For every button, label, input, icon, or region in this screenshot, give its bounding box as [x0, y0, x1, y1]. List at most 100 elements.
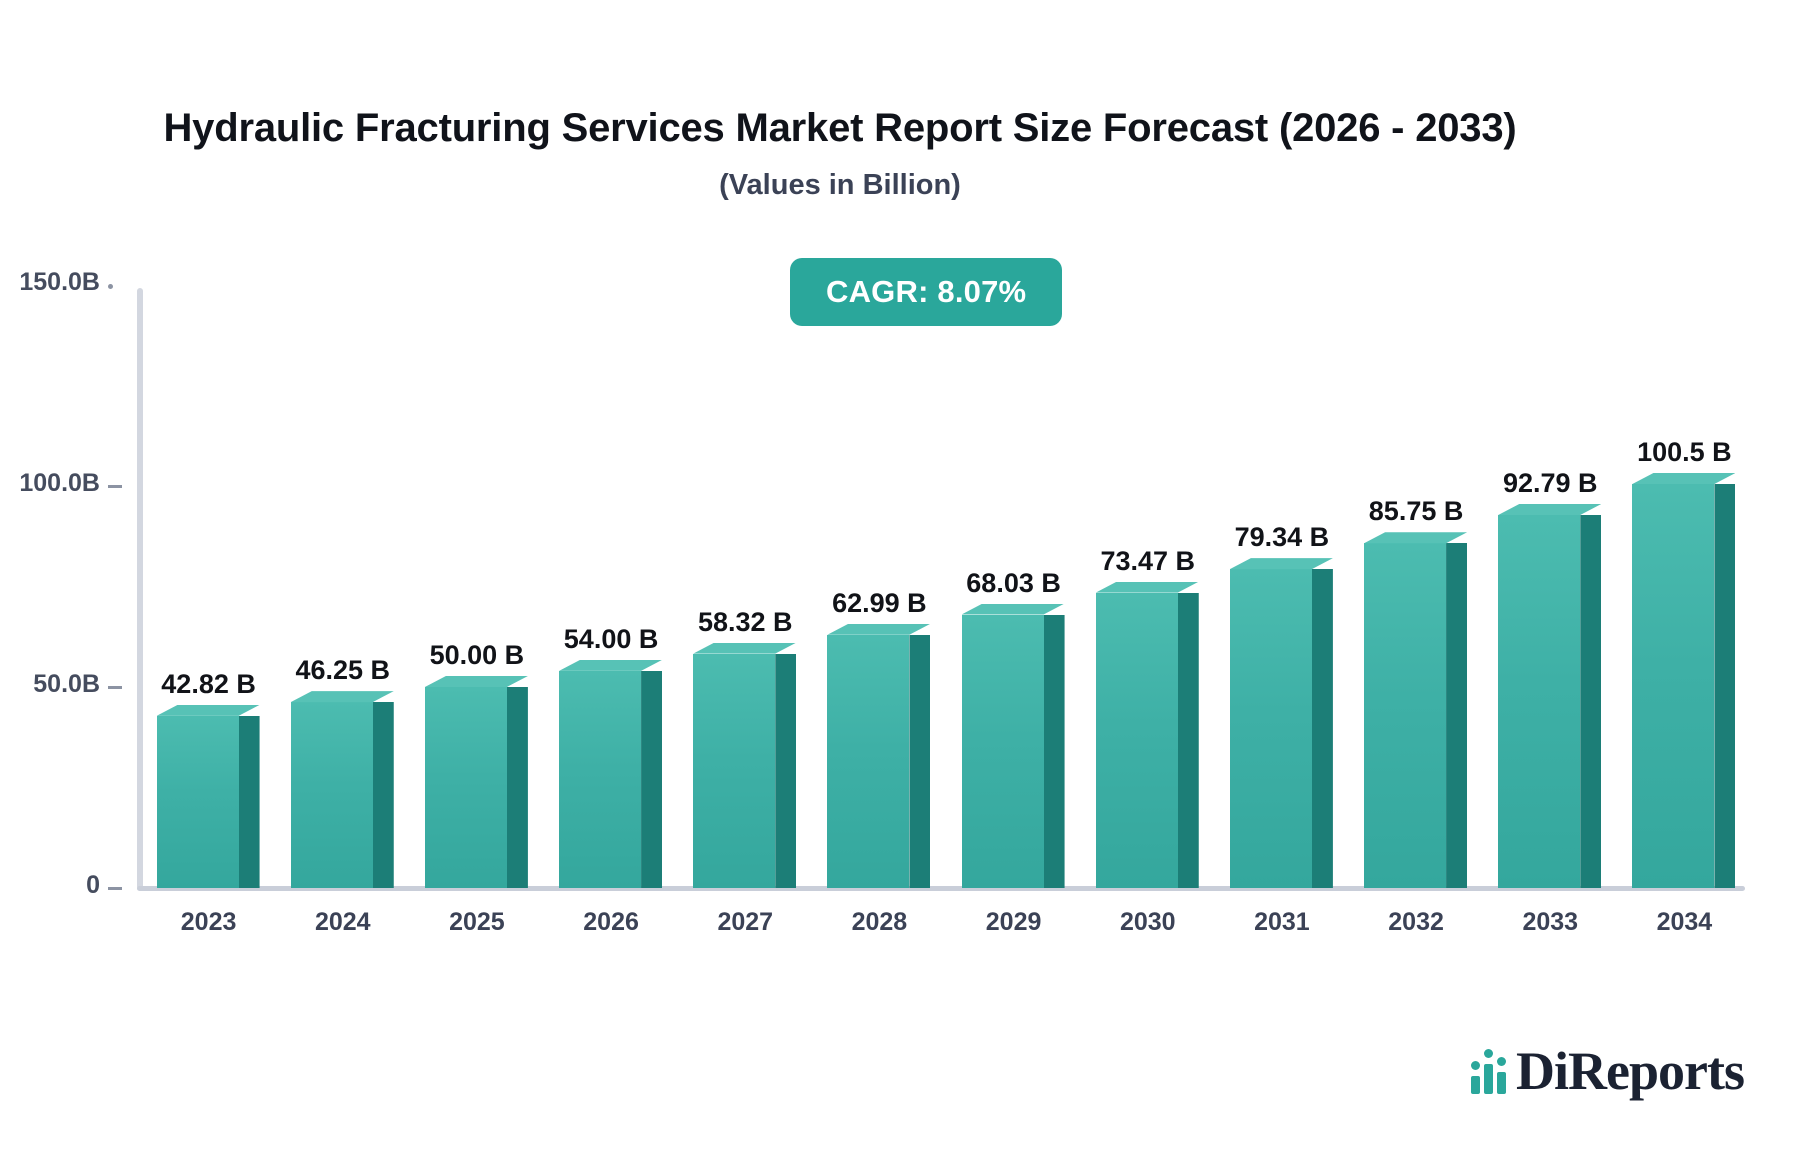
bar-front-face — [559, 670, 642, 888]
title-block: Hydraulic Fracturing Services Market Rep… — [0, 105, 1680, 202]
bar-body — [424, 676, 528, 888]
bar-top-face — [424, 676, 528, 687]
x-axis-tick-label: 2033 — [1522, 908, 1579, 936]
bar-side-face — [1177, 592, 1199, 888]
bar-front-face — [156, 715, 239, 888]
bar: 73.47 B — [1095, 546, 1199, 888]
x-axis-tick-label: 2034 — [1656, 908, 1713, 936]
logo-bar-3 — [1497, 1057, 1507, 1094]
x-axis-tick-label: 2027 — [717, 908, 774, 936]
bar-side-face — [372, 702, 394, 888]
logo-text: DiReports — [1516, 1041, 1745, 1101]
bar: 46.25 B — [290, 655, 394, 888]
cagr-badge: CAGR: 8.07% — [790, 258, 1063, 326]
bar-body — [1632, 473, 1736, 888]
bar-top-face — [1095, 581, 1199, 593]
y-axis-tick — [108, 887, 122, 890]
bar-front-face — [290, 702, 373, 888]
bar-top-face — [1229, 558, 1333, 570]
bar-body — [961, 603, 1065, 888]
bar-top-face — [1498, 503, 1602, 515]
bar-value-label: 54.00 B — [563, 623, 659, 654]
x-axis-tick-label: 2032 — [1388, 908, 1444, 936]
bar-body — [1229, 558, 1333, 888]
bar: 62.99 B — [827, 588, 931, 888]
bar-top-face — [1364, 532, 1468, 544]
bar-value-label: 62.99 B — [832, 587, 927, 618]
bar: 79.34 B — [1229, 522, 1333, 888]
bar: 85.75 B — [1364, 496, 1468, 888]
bar-top-face — [827, 623, 931, 635]
bar-side-face — [1714, 484, 1736, 888]
bar-top-face — [559, 659, 663, 671]
bar-value-label: 58.32 B — [697, 606, 793, 637]
bar-side-face — [775, 653, 797, 888]
bar-value-label: 85.75 B — [1368, 496, 1464, 527]
bar-body — [1364, 532, 1468, 888]
x-axis-tick-label: 2025 — [449, 908, 505, 936]
y-axis-tick — [108, 485, 122, 488]
bar-body — [1095, 581, 1199, 888]
bar-side-face — [506, 687, 528, 888]
bar-side-face — [1043, 614, 1065, 888]
y-axis-tick — [108, 686, 122, 689]
bar: 54.00 B — [559, 624, 663, 888]
bar: 68.03 B — [961, 568, 1065, 888]
y-axis-tick-label: 100.0B — [19, 469, 100, 497]
bar-value-label: 92.79 B — [1502, 467, 1598, 498]
bar-top-face — [1632, 473, 1736, 484]
x-axis-line — [137, 886, 1745, 891]
x-axis-tick-label: 2024 — [314, 908, 371, 936]
bar-body — [827, 623, 931, 888]
logo-bar-2 — [1484, 1049, 1494, 1094]
x-axis-tick-label: 2023 — [180, 908, 237, 936]
bar-body — [559, 659, 663, 888]
bar-top-face — [290, 691, 394, 703]
bar: 92.79 B — [1498, 468, 1602, 888]
bar-front-face — [1498, 514, 1581, 888]
bar-value-label: 42.82 B — [161, 668, 256, 699]
y-axis-tick — [108, 284, 113, 289]
y-axis-tick-label: 0 — [86, 871, 100, 899]
bar-top-face — [961, 603, 1065, 615]
bar: 100.5 B — [1632, 437, 1736, 888]
bar-value-label: 46.25 B — [295, 655, 391, 686]
bar: 58.32 B — [693, 607, 797, 888]
bar-front-face — [1229, 569, 1312, 888]
bar-top-face — [156, 704, 260, 716]
bar-chart-icon — [1471, 1048, 1507, 1094]
y-axis-tick-label: 50.0B — [33, 670, 100, 698]
page-title: Hydraulic Fracturing Services Market Rep… — [163, 106, 1517, 150]
bar-front-face — [1095, 592, 1178, 888]
bar-body — [1498, 503, 1602, 888]
chart-subtitle: (Values in Billion) — [719, 169, 961, 201]
bar-front-face — [693, 653, 776, 888]
bar-side-face — [1311, 569, 1333, 888]
bar-value-label: 68.03 B — [966, 567, 1061, 598]
bar-value-label: 100.5 B — [1637, 437, 1732, 467]
bar-side-face — [238, 715, 260, 888]
bar: 50.00 B — [424, 640, 528, 888]
bar-top-face — [693, 642, 797, 654]
x-axis-tick-label: 2030 — [1119, 908, 1176, 936]
bar-front-face — [1632, 484, 1715, 888]
logo-bar-1 — [1471, 1061, 1481, 1094]
bar-series: 42.82 B 46.25 B 50.00 B 54.00 B 58.32 B 62.99… — [137, 285, 1747, 888]
bar-value-label: 79.34 B — [1234, 522, 1330, 553]
bar-body — [290, 691, 394, 888]
x-axis-tick-label: 2031 — [1254, 908, 1310, 936]
bar-value-label: 50.00 B — [429, 640, 525, 670]
bar-body — [693, 642, 797, 888]
bar-side-face — [1580, 514, 1602, 888]
y-axis-line — [137, 288, 143, 890]
bar-value-label: 73.47 B — [1100, 545, 1196, 576]
x-axis-tick-label: 2026 — [583, 908, 639, 936]
bar-front-face — [1364, 543, 1447, 888]
x-axis-tick-label: 2028 — [851, 908, 908, 936]
bar-front-face — [827, 634, 910, 888]
x-axis-tick-label: 2029 — [985, 908, 1042, 936]
bar-front-face — [961, 614, 1044, 888]
bar-side-face — [641, 670, 663, 888]
bar-side-face — [1446, 543, 1468, 888]
y-axis-tick-label: 150.0B — [19, 268, 100, 296]
